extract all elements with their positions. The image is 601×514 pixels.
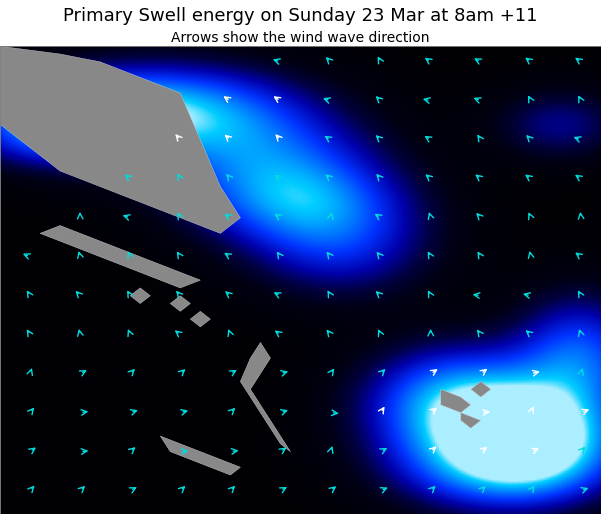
Polygon shape [471,381,491,397]
Polygon shape [170,296,191,311]
Polygon shape [191,311,210,327]
Polygon shape [160,436,240,475]
Text: Arrows show the wind wave direction: Arrows show the wind wave direction [171,31,430,45]
Polygon shape [240,342,290,452]
Polygon shape [461,413,481,428]
Polygon shape [130,288,150,303]
Polygon shape [0,46,240,233]
Polygon shape [441,389,471,413]
Polygon shape [40,226,200,288]
Text: Primary Swell energy on Sunday 23 Mar at 8am +11: Primary Swell energy on Sunday 23 Mar at… [63,7,538,25]
